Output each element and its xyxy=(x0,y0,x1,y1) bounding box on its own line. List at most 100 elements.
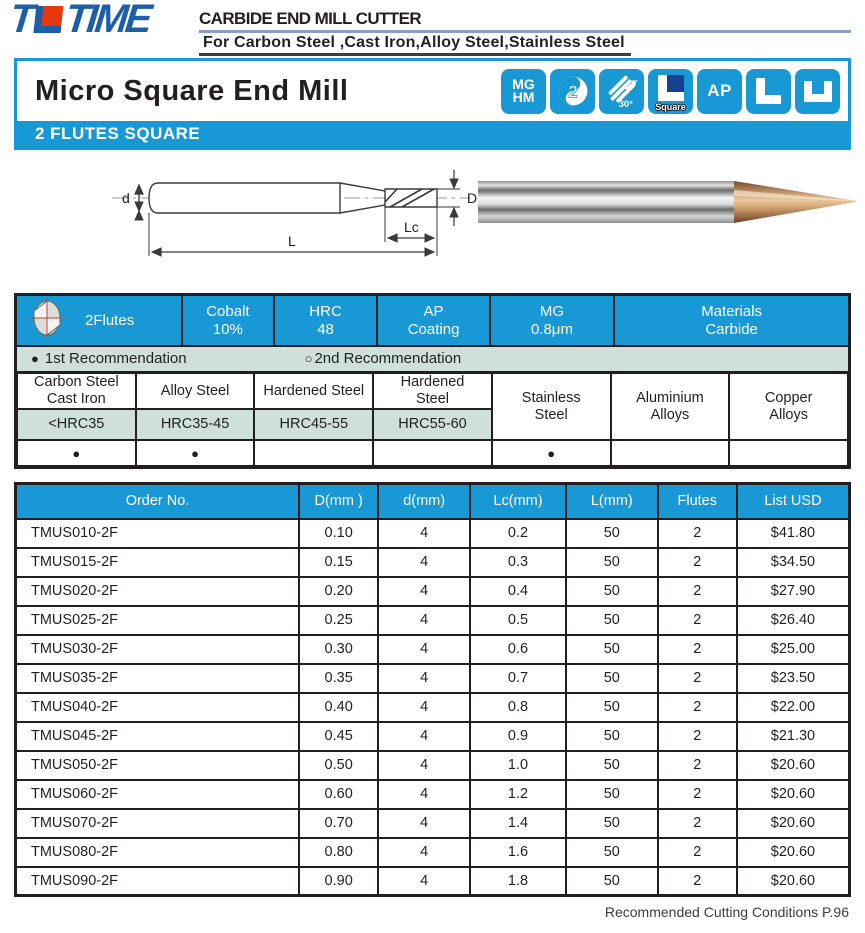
dimension-cell: 50 xyxy=(564,517,659,549)
price-table-row: TMUS050-2F 0.50 4 1.0 50 2 $20.60 xyxy=(14,749,851,781)
price-table-row: TMUS070-2F 0.70 4 1.4 50 2 $20.60 xyxy=(14,807,851,839)
order-no-cell: TMUS015-2F xyxy=(14,546,301,578)
dimension-cell: 0.8 xyxy=(469,691,567,723)
material-recommendation-cell xyxy=(254,440,374,466)
material-hrc-cell: HRC55-60 xyxy=(373,409,492,440)
dimension-cell: 2 xyxy=(656,807,738,839)
materials-grid: Carbon Steel Cast Iron <HRC35 Alloy Steel H… xyxy=(17,373,848,466)
spec-and-materials-block: 2Flutes Cobalt 10% HRC 48 AP Coating MG 0.8μ… xyxy=(14,293,851,469)
end-view-2flute-icon xyxy=(27,297,67,344)
price-table-row: TMUS010-2F 0.10 4 0.2 50 2 $41.80 xyxy=(14,517,851,549)
material-name-cell: Hardened Steel xyxy=(373,373,492,409)
brand-logo: T TIME xyxy=(7,0,152,41)
dimension-cell: 0.40 xyxy=(298,691,380,723)
spec-header-text: MG 0.8μm xyxy=(530,302,573,338)
price-table-row: TMUS090-2F 0.90 4 1.8 50 2 $20.60 xyxy=(14,865,851,897)
helix-30-badge: 30° xyxy=(599,68,644,114)
footer-note: Recommended Cutting Conditions P.96 xyxy=(604,904,849,920)
dimension-cell: 50 xyxy=(564,807,659,839)
dimension-cell: 0.30 xyxy=(298,633,380,665)
u-shape-icon xyxy=(803,80,832,102)
dimension-cell: 1.4 xyxy=(469,807,567,839)
feature-badges: MG HM 2 30° Square AP xyxy=(501,68,840,114)
dimension-cell: 50 xyxy=(564,865,659,897)
technical-drawing: d D Lc L xyxy=(112,170,477,257)
logo-red-square-icon xyxy=(33,6,64,33)
square-type-badge: Square xyxy=(648,68,693,114)
dimension-cell: 2 xyxy=(656,604,738,636)
price-table-header-cell: Order No. xyxy=(14,482,301,520)
dimension-cell: 50 xyxy=(564,662,659,694)
page-title: Micro Square End Mill xyxy=(35,74,349,107)
spec-header-text: 2Flutes xyxy=(85,311,135,329)
order-no-cell: TMUS070-2F xyxy=(14,807,301,839)
two-flutes-icon: 2 xyxy=(558,76,587,106)
price-table-row: TMUS025-2F 0.25 4 0.5 50 2 $26.40 xyxy=(14,604,851,636)
spec-header-cell: AP Coating xyxy=(378,296,491,345)
logo-letter-t: T xyxy=(7,0,34,41)
spec-header-text: Cobalt 10% xyxy=(206,302,250,338)
price-cell: $20.60 xyxy=(735,778,851,810)
order-no-cell: TMUS090-2F xyxy=(14,865,301,897)
material-name-cell: Hardened Steel xyxy=(254,373,374,409)
order-no-cell: TMUS040-2F xyxy=(14,691,301,723)
dimension-cell: 2 xyxy=(656,691,738,723)
price-table-header-cell: List USD xyxy=(735,482,851,520)
material-recommendation-cell xyxy=(373,440,492,466)
material-hrc-cell: HRC35-45 xyxy=(135,409,255,440)
price-table-row: TMUS035-2F 0.35 4 0.7 50 2 $23.50 xyxy=(14,662,851,694)
square-inner-corner xyxy=(666,75,684,92)
dimension-cell: 4 xyxy=(377,807,472,839)
spec-header-cell: Materials Carbide xyxy=(615,296,848,345)
ap-text: AP xyxy=(707,81,732,100)
dimension-cell: 0.60 xyxy=(298,778,380,810)
price-cell: $22.00 xyxy=(735,691,851,723)
price-table-row: TMUS020-2F 0.20 4 0.4 50 2 $27.90 xyxy=(14,575,851,607)
order-no-cell: TMUS050-2F xyxy=(14,749,301,781)
material-hrc-cell: <HRC35 xyxy=(17,409,136,440)
title-section: Micro Square End Mill MG HM 2 30° Square AP … xyxy=(14,58,851,150)
spec-header-text: AP Coating xyxy=(407,302,460,338)
figures-area: d D Lc L xyxy=(14,150,856,293)
ap-coating-badge: AP xyxy=(697,68,742,114)
dimension-cell: 50 xyxy=(564,749,659,781)
dim-label-L: L xyxy=(288,233,296,249)
price-table: Order No. D(mm ) d(mm) Lc(mm) L(mm) Flutes Lis… xyxy=(14,482,851,897)
price-cell: $20.60 xyxy=(735,836,851,868)
l-shape-badge xyxy=(746,68,791,114)
logo-letters-time: TIME xyxy=(63,0,152,41)
dimension-cell: 50 xyxy=(564,778,659,810)
price-cell: $20.60 xyxy=(735,807,851,839)
dimension-cell: 50 xyxy=(564,575,659,607)
spec-header-text: HRC 48 xyxy=(309,302,342,338)
price-table-header-cell: L(mm) xyxy=(564,482,659,520)
price-table-header-cell: d(mm) xyxy=(377,482,472,520)
price-table-header-cell: D(mm ) xyxy=(298,482,380,520)
order-no-cell: TMUS035-2F xyxy=(14,662,301,694)
order-no-cell: TMUS010-2F xyxy=(14,517,301,549)
price-cell: $27.90 xyxy=(735,575,851,607)
square-badge-label: Square xyxy=(655,101,686,112)
dim-label-Lc: Lc xyxy=(404,219,419,235)
spec-header-row: 2Flutes Cobalt 10% HRC 48 AP Coating MG 0.8μ… xyxy=(17,296,848,345)
two-flutes-badge: 2 xyxy=(550,68,595,114)
recommendation-legend: ● 1st Recommendation ○ 2nd Recommendatio… xyxy=(17,345,848,373)
dimension-cell: 2 xyxy=(656,633,738,665)
first-recommendation-legend: ● 1st Recommendation xyxy=(31,350,187,367)
order-no-cell: TMUS030-2F xyxy=(14,633,301,665)
material-recommendation-cell xyxy=(729,440,848,466)
material-name-cell: Alloy Steel xyxy=(135,373,255,409)
applicable-materials-subtitle: For Carbon Steel ,Cast Iron,Alloy Steel,… xyxy=(199,33,631,56)
dimension-cell: 0.3 xyxy=(469,546,567,578)
page-header: T TIME CARBIDE END MILL CUTTER For Carbo… xyxy=(8,0,851,56)
dimension-cell: 2 xyxy=(656,517,738,549)
title-row: Micro Square End Mill MG HM 2 30° Square AP xyxy=(17,61,848,121)
material-recommendation-cell: ● xyxy=(491,440,611,466)
dimension-cell: 0.70 xyxy=(298,807,380,839)
dimension-cell: 1.6 xyxy=(469,836,567,868)
second-recommendation-label: 2nd Recommendation xyxy=(314,350,462,367)
dimension-cell: 50 xyxy=(564,836,659,868)
filled-dot-icon: ● xyxy=(31,351,39,366)
dimension-cell: 1.0 xyxy=(469,749,567,781)
spec-header-cell: Cobalt 10% xyxy=(183,296,275,345)
